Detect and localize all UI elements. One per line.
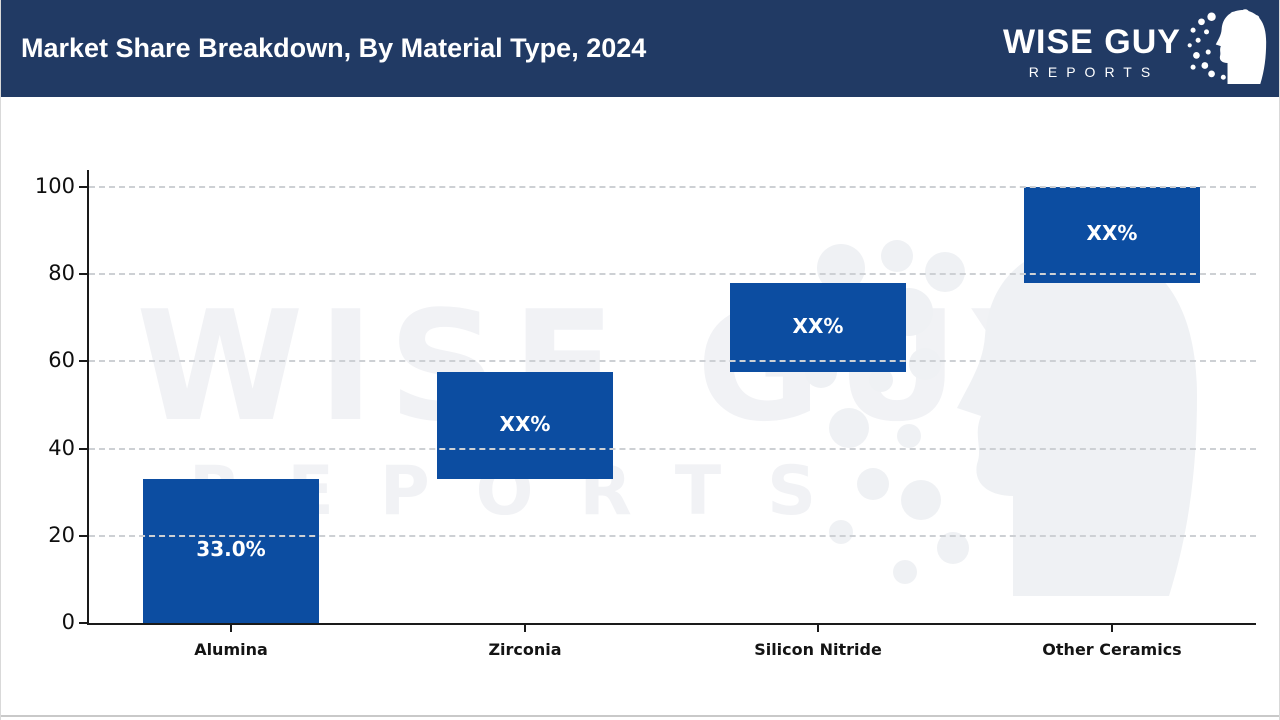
- footer-rule: [1, 715, 1279, 717]
- x-tick-label: Other Ceramics: [1042, 640, 1182, 659]
- y-tick-label: 0: [61, 610, 75, 634]
- bar-zirconia: [437, 372, 613, 480]
- x-tick-mark: [817, 625, 819, 632]
- x-tick-label: Alumina: [194, 640, 268, 659]
- y-tick-mark: [79, 273, 87, 276]
- brand-head-icon: [1183, 5, 1267, 93]
- bar-other-ceramics: [1024, 187, 1200, 283]
- brand-name: WISE GUY: [1002, 22, 1181, 61]
- y-tick-label: 40: [48, 435, 75, 460]
- y-tick-label: 100: [34, 174, 75, 198]
- y-axis: [87, 170, 89, 625]
- x-tick-label: Zirconia: [488, 640, 562, 659]
- y-tick-mark: [79, 360, 87, 363]
- chart-title: Market Share Breakdown, By Material Type…: [21, 33, 647, 63]
- y-tick-label: 80: [48, 261, 75, 286]
- gridline: [89, 447, 1256, 450]
- x-tick-label: Silicon Nitride: [754, 640, 882, 659]
- x-tick-mark: [1111, 625, 1113, 632]
- y-tick-label: 60: [48, 348, 75, 373]
- gridline: [89, 534, 1256, 537]
- y-tick-mark: [79, 447, 87, 450]
- gridline: [89, 360, 1256, 363]
- bar-label: XX%: [499, 411, 551, 436]
- bar-silicon-nitride: [730, 282, 906, 373]
- bar-label: XX%: [792, 313, 844, 338]
- y-tick-mark: [79, 186, 87, 188]
- gridline: [89, 273, 1256, 276]
- y-tick-mark: [79, 534, 87, 537]
- gridline: [89, 186, 1256, 188]
- x-axis: [87, 623, 1256, 625]
- brand-subname: REPORTS: [1028, 63, 1160, 80]
- bar-label: XX%: [1086, 220, 1138, 245]
- brand-logo-text: WISE GUY REPORTS: [1003, 23, 1181, 80]
- bar-alumina: [143, 479, 319, 623]
- brand-logo: WISE GUY REPORTS: [1003, 6, 1267, 92]
- y-tick-label: 20: [48, 522, 75, 547]
- y-tick-mark: [79, 622, 87, 624]
- header-bar: Market Share Breakdown, By Material Type…: [1, 0, 1279, 97]
- x-tick-mark: [524, 625, 526, 632]
- bar-label: 33.0%: [196, 537, 266, 562]
- x-tick-mark: [230, 625, 232, 632]
